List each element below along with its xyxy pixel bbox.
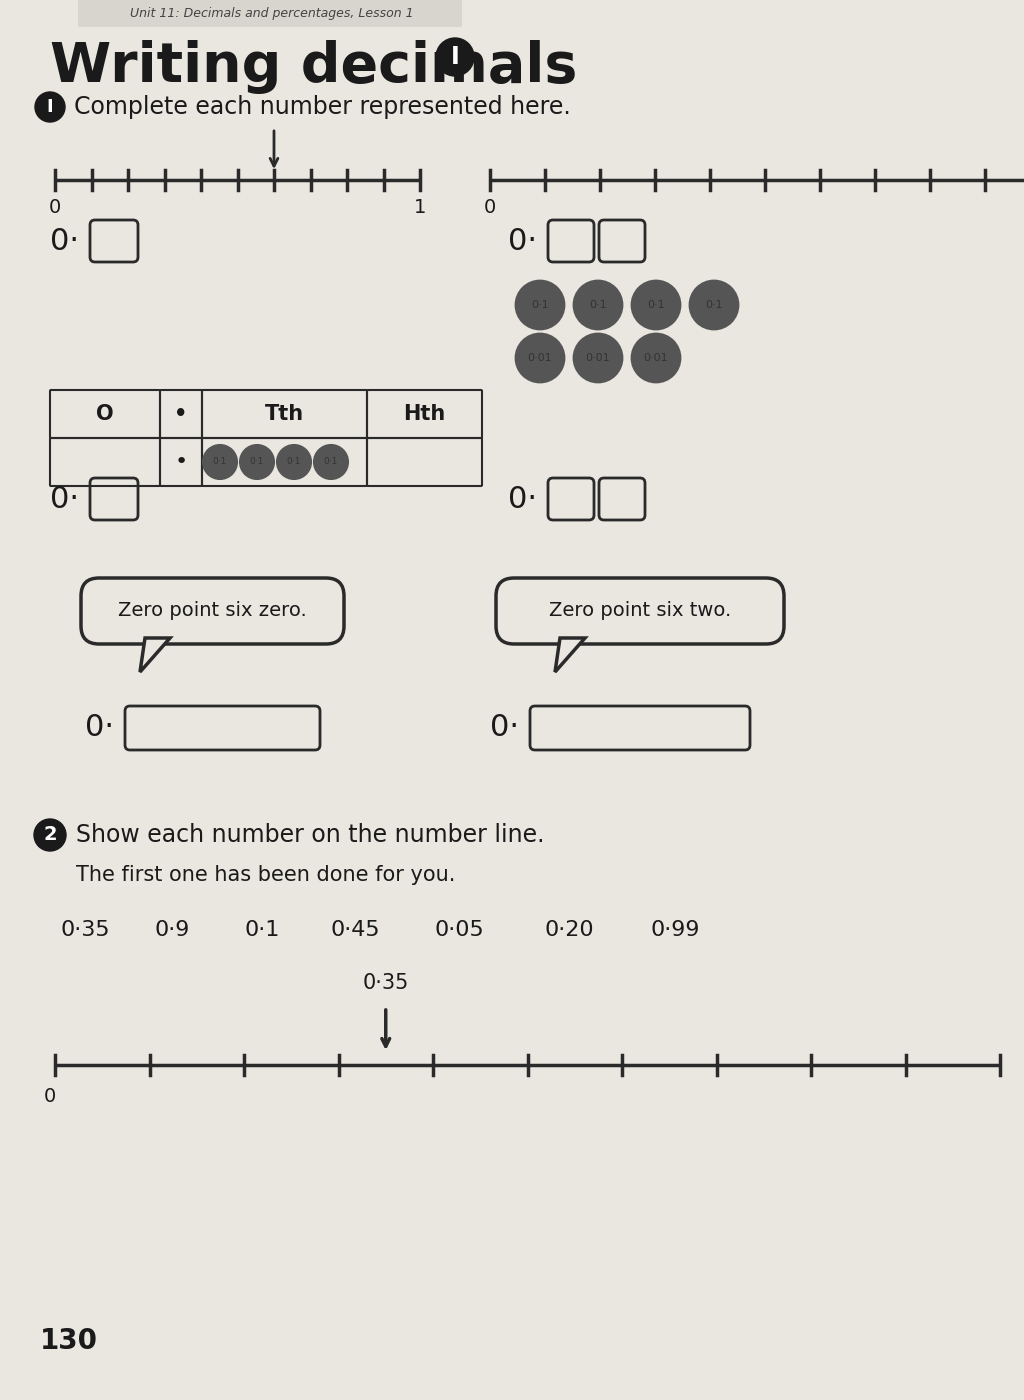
- Circle shape: [574, 335, 622, 382]
- Text: 0: 0: [44, 1086, 56, 1106]
- FancyBboxPatch shape: [78, 0, 462, 27]
- Circle shape: [516, 281, 564, 329]
- Circle shape: [278, 445, 311, 479]
- Circle shape: [35, 92, 65, 122]
- Circle shape: [34, 819, 66, 851]
- Text: I: I: [451, 45, 460, 69]
- Text: 0·1: 0·1: [531, 300, 549, 309]
- Text: 0·45: 0·45: [330, 920, 380, 939]
- Text: 1: 1: [414, 197, 426, 217]
- Text: I: I: [47, 98, 53, 116]
- Text: Show each number on the number line.: Show each number on the number line.: [76, 823, 545, 847]
- Text: Unit 11: Decimals and percentages, Lesson 1: Unit 11: Decimals and percentages, Lesso…: [130, 7, 414, 20]
- Text: The first one has been done for you.: The first one has been done for you.: [76, 865, 456, 885]
- Text: 0·1: 0·1: [213, 458, 227, 466]
- Text: 0·1: 0·1: [287, 458, 301, 466]
- Text: Hth: Hth: [403, 405, 445, 424]
- Text: O: O: [96, 405, 114, 424]
- Text: 0·: 0·: [508, 486, 537, 515]
- Text: •: •: [174, 452, 187, 472]
- Circle shape: [203, 445, 237, 479]
- FancyBboxPatch shape: [81, 578, 344, 644]
- Polygon shape: [140, 638, 170, 672]
- Text: 0·05: 0·05: [435, 920, 484, 939]
- Circle shape: [632, 335, 680, 382]
- Circle shape: [436, 38, 474, 76]
- Text: 0·1: 0·1: [647, 300, 665, 309]
- Text: •: •: [174, 405, 187, 424]
- Text: Tth: Tth: [265, 405, 304, 424]
- FancyBboxPatch shape: [496, 578, 784, 644]
- Text: 2: 2: [43, 826, 56, 844]
- Circle shape: [574, 281, 622, 329]
- Text: 0·: 0·: [50, 486, 79, 515]
- Text: 0·35: 0·35: [362, 973, 409, 993]
- Text: Complete each number represented here.: Complete each number represented here.: [74, 95, 570, 119]
- Text: 0·: 0·: [85, 714, 114, 742]
- Text: 0: 0: [49, 197, 61, 217]
- Text: 0·: 0·: [508, 227, 537, 256]
- Text: 0·9: 0·9: [155, 920, 190, 939]
- Text: 0·99: 0·99: [650, 920, 699, 939]
- Text: 0·1: 0·1: [706, 300, 723, 309]
- Circle shape: [516, 335, 564, 382]
- Circle shape: [314, 445, 348, 479]
- Text: 0·: 0·: [490, 714, 519, 742]
- Text: 0·01: 0·01: [586, 353, 610, 363]
- Text: 0·20: 0·20: [545, 920, 595, 939]
- Text: 0·1: 0·1: [245, 920, 281, 939]
- Text: 0·01: 0·01: [527, 353, 552, 363]
- Circle shape: [632, 281, 680, 329]
- Text: Writing decimals: Writing decimals: [50, 41, 578, 94]
- Text: 0·1: 0·1: [250, 458, 264, 466]
- Text: Zero point six two.: Zero point six two.: [549, 602, 731, 620]
- Text: 0·35: 0·35: [60, 920, 110, 939]
- Text: 0·1: 0·1: [324, 458, 338, 466]
- Circle shape: [240, 445, 274, 479]
- Text: 0·01: 0·01: [644, 353, 669, 363]
- Text: 130: 130: [40, 1327, 98, 1355]
- Text: Zero point six zero.: Zero point six zero.: [118, 602, 307, 620]
- Polygon shape: [555, 638, 585, 672]
- Text: 0: 0: [484, 197, 496, 217]
- Circle shape: [690, 281, 738, 329]
- Text: 0·: 0·: [50, 227, 79, 256]
- Text: 0·1: 0·1: [589, 300, 607, 309]
